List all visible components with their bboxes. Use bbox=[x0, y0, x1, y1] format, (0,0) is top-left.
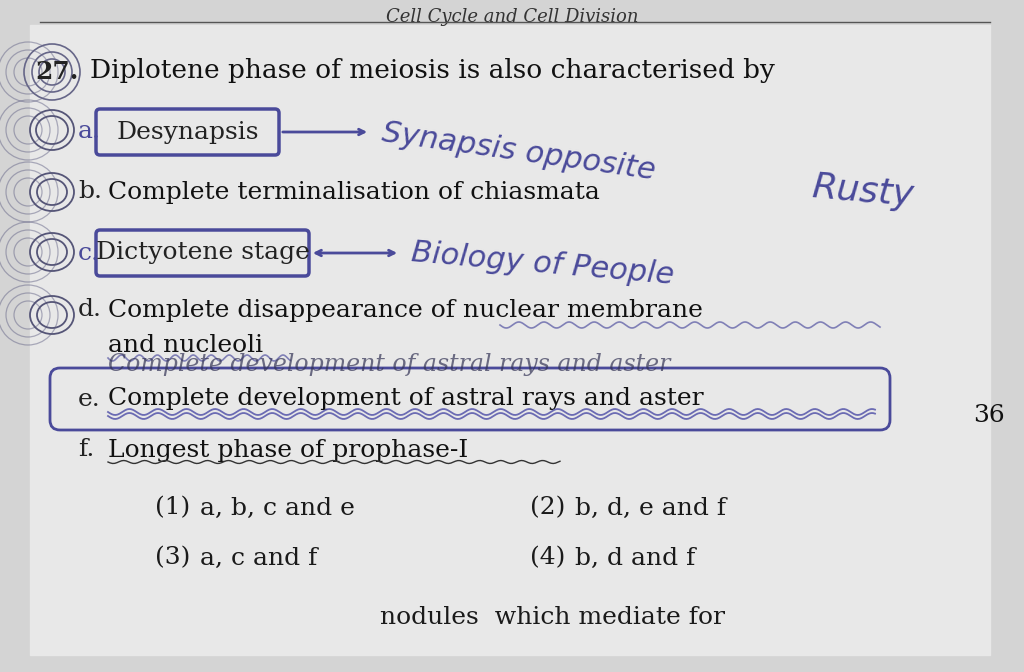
Text: Longest phase of prophase-I: Longest phase of prophase-I bbox=[108, 439, 468, 462]
Text: nodules  which mediate for: nodules which mediate for bbox=[380, 607, 725, 630]
Text: b, d and f: b, d and f bbox=[575, 546, 695, 569]
Text: (1): (1) bbox=[155, 497, 190, 519]
Text: d.: d. bbox=[78, 298, 102, 321]
Text: Biology of People: Biology of People bbox=[410, 238, 675, 290]
Text: and nucleoli: and nucleoli bbox=[108, 333, 263, 357]
Text: Desynapsis: Desynapsis bbox=[117, 120, 259, 144]
Text: Complete development of astral rays and aster: Complete development of astral rays and … bbox=[108, 388, 703, 411]
Text: Complete development of astral rays and aster: Complete development of astral rays and … bbox=[108, 353, 671, 376]
Text: Cell Cycle and Cell Division: Cell Cycle and Cell Division bbox=[386, 8, 638, 26]
Text: Rusty: Rusty bbox=[810, 170, 915, 213]
Text: Synapsis opposite: Synapsis opposite bbox=[380, 118, 657, 185]
Text: 27.: 27. bbox=[35, 60, 79, 84]
Text: Complete disappearance of nuclear membrane: Complete disappearance of nuclear membra… bbox=[108, 298, 702, 321]
Text: Dictyotene stage: Dictyotene stage bbox=[96, 241, 310, 265]
Text: Complete terminalisation of chiasmata: Complete terminalisation of chiasmata bbox=[108, 181, 600, 204]
Text: a.: a. bbox=[78, 120, 101, 144]
Text: b, d, e and f: b, d, e and f bbox=[575, 497, 726, 519]
Text: (4): (4) bbox=[530, 546, 565, 569]
Text: a, b, c and e: a, b, c and e bbox=[200, 497, 355, 519]
Text: (2): (2) bbox=[530, 497, 565, 519]
Text: 36: 36 bbox=[973, 403, 1005, 427]
Text: a, c and f: a, c and f bbox=[200, 546, 317, 569]
Text: (3): (3) bbox=[155, 546, 190, 569]
Text: f.: f. bbox=[78, 439, 94, 462]
Text: e.: e. bbox=[78, 388, 100, 411]
Text: Diplotene phase of meiosis is also characterised by: Diplotene phase of meiosis is also chara… bbox=[90, 58, 775, 83]
Text: c.: c. bbox=[78, 241, 100, 265]
Text: b.: b. bbox=[78, 181, 102, 204]
